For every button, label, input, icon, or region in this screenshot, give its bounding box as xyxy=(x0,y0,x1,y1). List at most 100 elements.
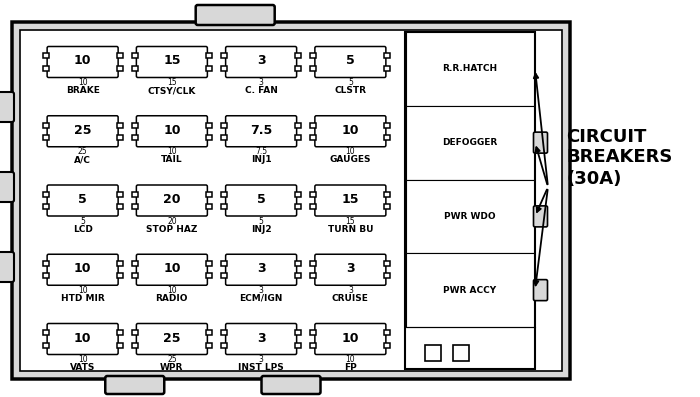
Bar xyxy=(384,343,391,348)
Text: FP: FP xyxy=(344,363,357,372)
Text: 20: 20 xyxy=(167,216,176,225)
Bar xyxy=(310,135,316,140)
FancyBboxPatch shape xyxy=(315,116,386,147)
Bar xyxy=(295,192,301,197)
Text: DEFOGGER: DEFOGGER xyxy=(442,138,498,147)
Text: 20: 20 xyxy=(163,193,181,206)
Bar xyxy=(384,192,391,197)
Text: BRAKE: BRAKE xyxy=(66,86,99,95)
Text: INJ2: INJ2 xyxy=(251,224,272,233)
Text: RADIO: RADIO xyxy=(155,294,188,303)
Bar xyxy=(310,274,316,278)
Bar xyxy=(43,204,48,209)
Text: 3: 3 xyxy=(257,54,265,67)
FancyBboxPatch shape xyxy=(533,279,547,301)
Text: 25: 25 xyxy=(78,147,88,156)
Bar xyxy=(206,204,212,209)
Bar xyxy=(406,106,534,179)
Text: 15: 15 xyxy=(167,78,176,87)
Text: TURN BU: TURN BU xyxy=(328,224,373,233)
Text: (30A): (30A) xyxy=(566,170,622,188)
Bar xyxy=(43,135,48,140)
Text: 5: 5 xyxy=(80,216,85,225)
Text: 10: 10 xyxy=(342,124,359,137)
Bar xyxy=(310,66,316,71)
Bar xyxy=(310,123,316,127)
Text: 5: 5 xyxy=(257,193,265,206)
FancyBboxPatch shape xyxy=(225,324,297,355)
Bar xyxy=(206,135,212,140)
Bar xyxy=(117,261,122,266)
FancyBboxPatch shape xyxy=(315,324,386,355)
Bar xyxy=(117,66,122,71)
Text: 3: 3 xyxy=(257,331,265,345)
FancyBboxPatch shape xyxy=(315,46,386,77)
FancyBboxPatch shape xyxy=(136,116,207,147)
Bar xyxy=(132,204,138,209)
Bar xyxy=(132,330,138,335)
FancyBboxPatch shape xyxy=(196,5,274,25)
Text: BREAKERS: BREAKERS xyxy=(566,148,673,166)
Text: CRUISE: CRUISE xyxy=(332,294,369,303)
Bar xyxy=(310,53,316,58)
Bar xyxy=(206,343,212,348)
Bar xyxy=(43,330,48,335)
Bar xyxy=(221,330,227,335)
Bar xyxy=(221,261,227,266)
Bar xyxy=(295,330,301,335)
FancyBboxPatch shape xyxy=(533,132,547,153)
Bar xyxy=(295,274,301,278)
Bar xyxy=(384,123,391,127)
Text: 10: 10 xyxy=(342,331,359,345)
Text: 3: 3 xyxy=(259,355,264,364)
Bar xyxy=(221,66,227,71)
Bar xyxy=(132,261,138,266)
Bar xyxy=(132,66,138,71)
FancyBboxPatch shape xyxy=(225,254,297,285)
Text: INST LPS: INST LPS xyxy=(238,363,284,372)
Bar xyxy=(117,192,122,197)
Text: 10: 10 xyxy=(74,262,92,275)
Bar xyxy=(206,274,212,278)
Bar xyxy=(384,66,391,71)
Bar xyxy=(295,135,301,140)
Text: 10: 10 xyxy=(78,355,88,364)
Bar xyxy=(206,330,212,335)
FancyBboxPatch shape xyxy=(12,22,570,379)
Bar xyxy=(206,66,212,71)
Bar xyxy=(425,345,441,361)
Bar xyxy=(295,66,301,71)
Bar xyxy=(43,192,48,197)
FancyBboxPatch shape xyxy=(47,116,118,147)
Text: 10: 10 xyxy=(78,78,88,87)
Bar xyxy=(43,343,48,348)
Text: 3: 3 xyxy=(259,286,264,295)
Bar xyxy=(221,135,227,140)
Bar xyxy=(384,135,391,140)
Text: 15: 15 xyxy=(163,54,181,67)
Text: TAIL: TAIL xyxy=(161,155,183,164)
Text: 5: 5 xyxy=(348,78,353,87)
Bar xyxy=(221,274,227,278)
Bar xyxy=(295,53,301,58)
Text: VATS: VATS xyxy=(70,363,95,372)
FancyBboxPatch shape xyxy=(136,185,207,216)
Text: 25: 25 xyxy=(74,124,92,137)
FancyBboxPatch shape xyxy=(105,376,164,394)
Text: LCD: LCD xyxy=(73,224,92,233)
FancyBboxPatch shape xyxy=(225,116,297,147)
Text: 10: 10 xyxy=(167,147,176,156)
Bar xyxy=(310,330,316,335)
Text: STOP HAZ: STOP HAZ xyxy=(146,224,197,233)
Bar xyxy=(310,261,316,266)
Bar xyxy=(295,204,301,209)
Bar xyxy=(384,261,391,266)
Text: 10: 10 xyxy=(346,355,355,364)
Text: PWR WDO: PWR WDO xyxy=(444,212,496,221)
FancyBboxPatch shape xyxy=(533,206,547,227)
FancyBboxPatch shape xyxy=(20,30,562,371)
FancyBboxPatch shape xyxy=(136,46,207,77)
Bar xyxy=(43,261,48,266)
FancyBboxPatch shape xyxy=(47,46,118,77)
Text: CIRCUIT: CIRCUIT xyxy=(566,128,646,146)
